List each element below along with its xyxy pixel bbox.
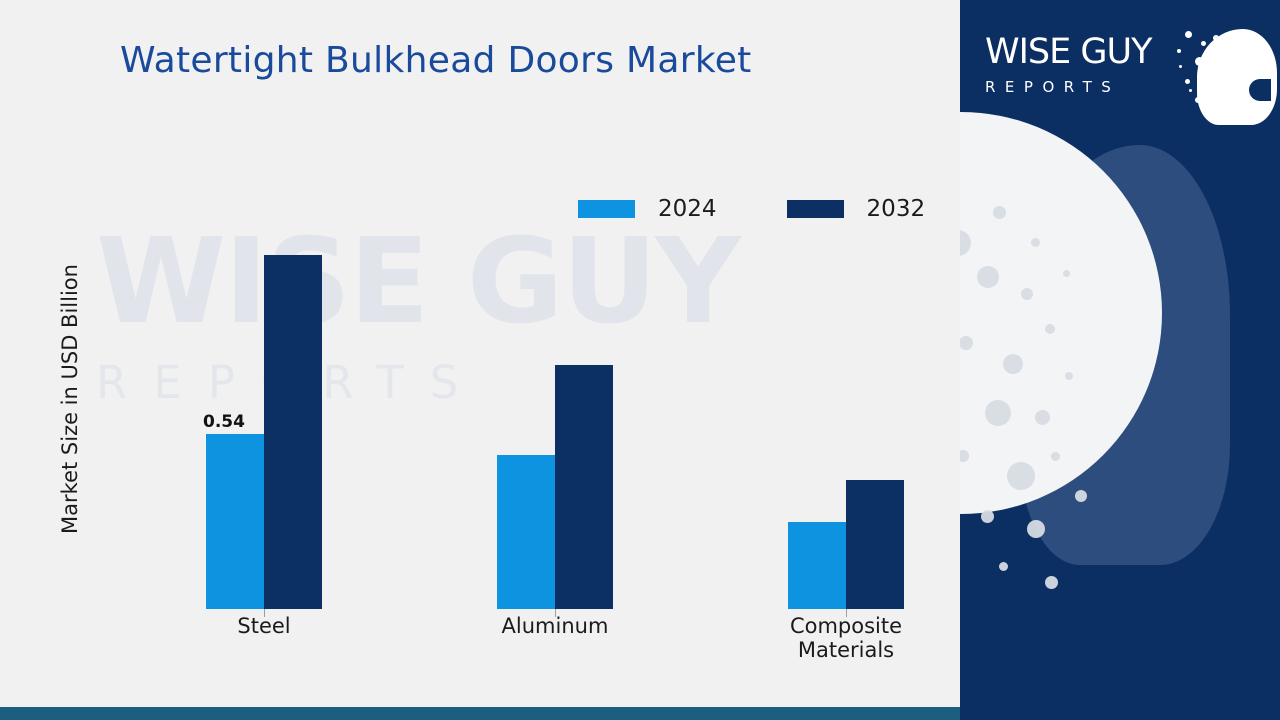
legend-item-2032[interactable]: 2032 xyxy=(786,196,926,222)
chart-legend: 2024 2032 xyxy=(578,196,925,222)
bar-aluminum-2032 xyxy=(555,365,613,609)
logo-main-text: WISE GUY xyxy=(985,32,1153,72)
x-axis-category-label: Steel xyxy=(237,614,291,638)
bottom-accent-strip xyxy=(0,707,960,720)
bar-composite-materials-2024 xyxy=(788,522,846,609)
legend-label-2024: 2024 xyxy=(658,196,717,222)
logo-head-icon xyxy=(1197,29,1277,125)
legend-label-2032: 2032 xyxy=(866,196,926,222)
category-label-line1: Composite xyxy=(789,614,903,638)
page-title: Watertight Bulkhead Doors Market xyxy=(120,40,752,81)
bar-composite-materials-2032 xyxy=(846,480,904,609)
x-axis-tick xyxy=(555,609,556,617)
x-axis-category-label: Aluminum xyxy=(501,614,609,638)
x-axis-tick xyxy=(264,609,265,617)
category-label-line2: Materials xyxy=(797,638,895,663)
chart-area: Market Size in USD Billion 2024 2032 Ste… xyxy=(58,196,925,662)
bar-steel-2032 xyxy=(264,255,322,609)
bar-value-label: 0.54 xyxy=(203,412,245,432)
x-axis-tick xyxy=(846,609,847,617)
bar-steel-2024 xyxy=(206,434,264,609)
wiseguy-logo: WISE GUY REPORTS xyxy=(985,29,1277,125)
legend-item-2024[interactable]: 2024 xyxy=(578,196,717,222)
x-axis-category-label: Composite Materials xyxy=(768,614,924,662)
plot-region: Steel Aluminum Composite Materials 0.54 xyxy=(203,255,924,662)
panel-dot-pattern xyxy=(960,110,1175,589)
logo-sub-text: REPORTS xyxy=(985,78,1121,96)
legend-swatch-2032 xyxy=(786,200,844,218)
legend-swatch-2024 xyxy=(578,200,635,218)
logo-dot-pattern xyxy=(1155,27,1275,122)
bar-aluminum-2024 xyxy=(497,455,555,609)
